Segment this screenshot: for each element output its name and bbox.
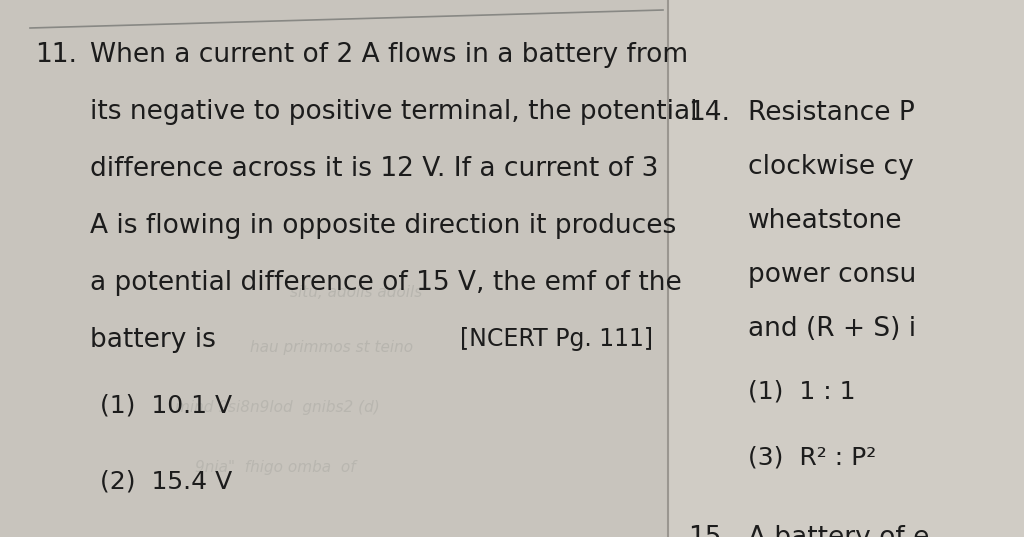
Text: clockwise cy: clockwise cy [748, 154, 913, 180]
Bar [668, 0, 1024, 537]
Text: difference across it is 12 V. If a current of 3: difference across it is 12 V. If a curre… [90, 156, 658, 182]
Text: hau primmos st teino: hau primmos st teino [250, 340, 413, 355]
Bar [0, 0, 668, 537]
Text: battery is: battery is [90, 327, 216, 353]
Text: (3)  R² : P²: (3) R² : P² [748, 445, 877, 469]
Text: A is flowing in opposite direction it produces: A is flowing in opposite direction it pr… [90, 213, 676, 239]
Text: [NCERT Pg. 111]: [NCERT Pg. 111] [460, 327, 653, 351]
Text: (2)  15.4 V: (2) 15.4 V [100, 469, 232, 493]
Text: and (R + S) i: and (R + S) i [748, 316, 916, 342]
Text: power consu: power consu [748, 262, 916, 288]
Text: situ, adoils adoils: situ, adoils adoils [290, 285, 422, 300]
Text: wheatstone: wheatstone [748, 208, 902, 234]
Text: 9nia"  fhigo omba  of: 9nia" fhigo omba of [195, 460, 355, 475]
Text: When a current of 2 A flows in a battery from: When a current of 2 A flows in a battery… [90, 42, 688, 68]
Text: a potential difference of 15 V, the emf of the: a potential difference of 15 V, the emf … [90, 270, 682, 296]
Text: 15.: 15. [688, 525, 730, 537]
Text: mind 9si8n9lod  gnibs2 (d): mind 9si8n9lod gnibs2 (d) [175, 400, 380, 415]
Text: its negative to positive terminal, the potential: its negative to positive terminal, the p… [90, 99, 697, 125]
Text: 11.: 11. [35, 42, 77, 68]
Text: (1)  10.1 V: (1) 10.1 V [100, 394, 232, 418]
Text: Resistance P: Resistance P [748, 100, 914, 126]
Text: (1)  1 : 1: (1) 1 : 1 [748, 380, 855, 404]
Text: 14.: 14. [688, 100, 730, 126]
Text: A battery of e: A battery of e [748, 525, 930, 537]
